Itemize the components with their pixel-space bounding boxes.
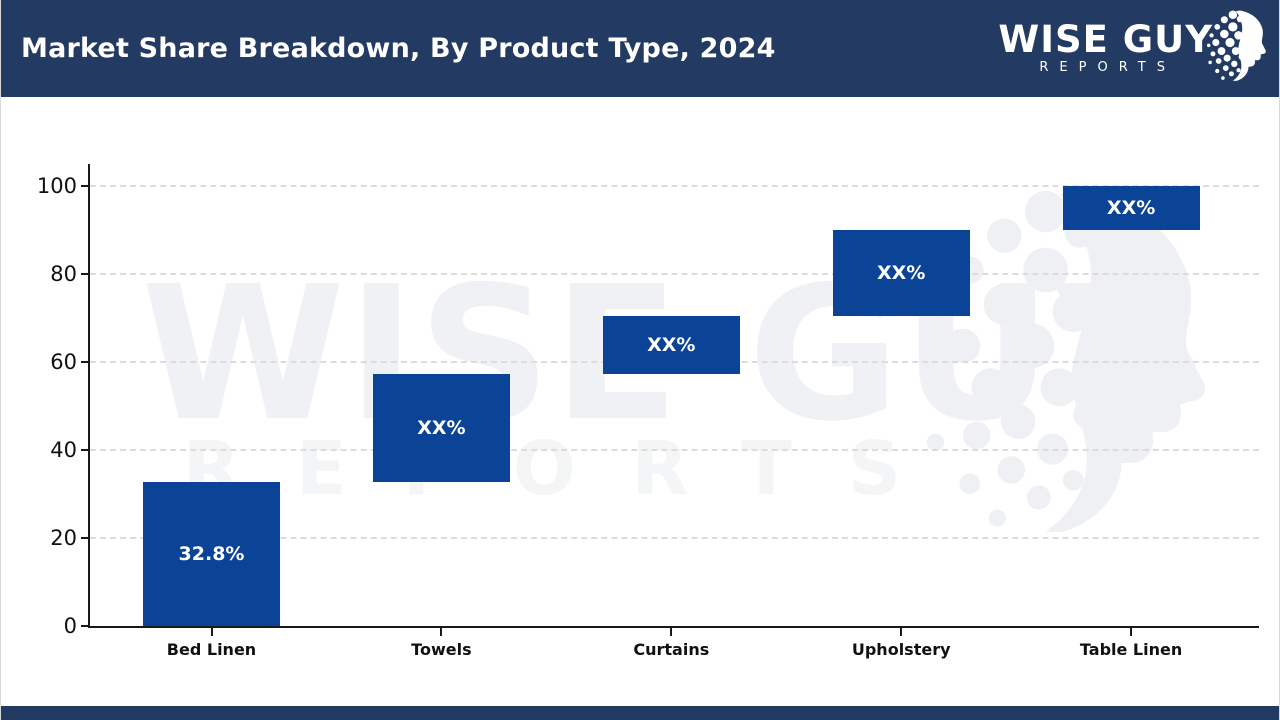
y-tick-label-20: 20	[50, 526, 77, 550]
gridline-20	[90, 537, 1259, 539]
gridline-40	[90, 449, 1259, 451]
bar-upholstery: XX%	[832, 230, 970, 317]
gridline-80	[90, 273, 1259, 275]
bar-curtains: XX%	[602, 316, 740, 375]
y-tick-60	[81, 361, 89, 363]
x-tick-bed-linen	[210, 628, 213, 636]
y-tick-label-0: 0	[63, 614, 77, 638]
category-label-bed-linen: Bed Linen	[166, 640, 257, 659]
y-tick-20	[81, 537, 89, 539]
x-tick-table-linen	[1130, 628, 1133, 636]
logo-wiseguy-text: WISE GUY	[998, 18, 1213, 61]
bar-value-label-towels: XX%	[417, 416, 466, 439]
page-title: Market Share Breakdown, By Product Type,…	[21, 33, 776, 64]
wiseguy-logo: WISE GUY REPORTS	[998, 8, 1267, 87]
y-tick-label-60: 60	[50, 350, 77, 374]
watermark-reports-text: REPORTS	[183, 426, 958, 512]
category-label-upholstery: Upholstery	[851, 640, 951, 659]
y-tick-label-80: 80	[50, 262, 77, 286]
y-tick-80	[81, 273, 89, 275]
y-tick-0	[81, 625, 89, 627]
x-tick-towels	[440, 628, 443, 636]
bar-value-label-table-linen: XX%	[1106, 197, 1156, 219]
bar-table-linen: XX%	[1062, 186, 1200, 230]
gridline-100	[90, 185, 1259, 187]
logo-dotted-head-icon	[1203, 8, 1267, 87]
y-tick-label-100: 100	[36, 174, 77, 198]
y-tick-100	[81, 185, 89, 187]
x-axis-line	[88, 626, 1259, 628]
x-tick-curtains	[670, 628, 673, 636]
category-label-towels: Towels	[411, 640, 472, 659]
category-label-curtains: Curtains	[633, 640, 710, 659]
category-label-table-linen: Table Linen	[1079, 640, 1183, 659]
bar-value-label-curtains: XX%	[647, 334, 696, 357]
bar-bed-linen: 32.8%	[143, 481, 280, 626]
y-tick-label-40: 40	[50, 438, 77, 462]
x-tick-upholstery	[900, 628, 903, 636]
y-axis-line	[88, 164, 90, 628]
bar-towels: XX%	[372, 374, 510, 482]
logo-reports-text: REPORTS	[1039, 60, 1176, 75]
bar-value-label-upholstery: XX%	[877, 262, 926, 285]
header-bar: Market Share Breakdown, By Product Type,…	[1, 0, 1279, 97]
y-tick-40	[81, 449, 89, 451]
footer-bar	[1, 706, 1279, 720]
bar-value-label-bed-linen: 32.8%	[178, 542, 245, 565]
